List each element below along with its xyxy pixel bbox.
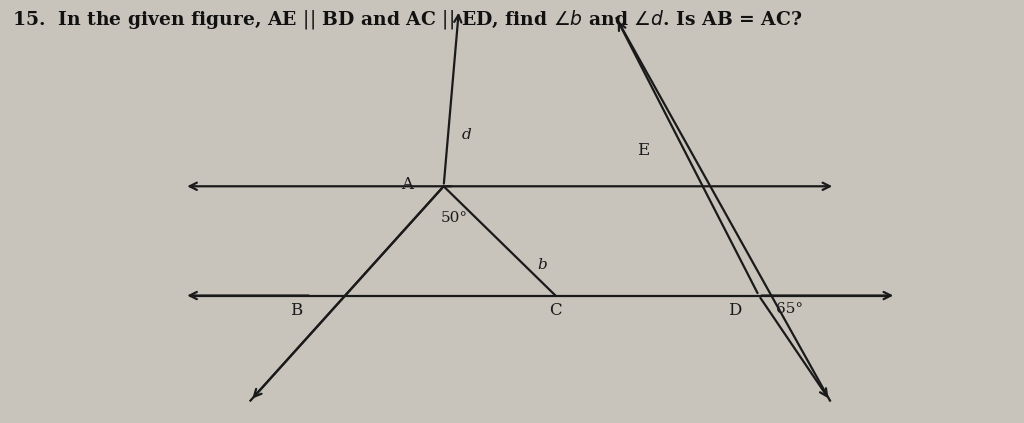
Text: d: d	[462, 128, 472, 142]
Text: 15.  In the given figure, AE $||$ BD and AC $||$ ED, find $\angle b$ and $\angle: 15. In the given figure, AE $||$ BD and …	[11, 8, 802, 31]
Text: 65°: 65°	[776, 302, 803, 316]
Text: D: D	[728, 302, 741, 319]
Text: 50°: 50°	[440, 212, 468, 225]
Text: b: b	[538, 258, 548, 272]
Text: B: B	[290, 302, 302, 319]
Text: A: A	[401, 176, 413, 193]
Text: C: C	[549, 302, 562, 319]
Text: E: E	[637, 142, 649, 159]
